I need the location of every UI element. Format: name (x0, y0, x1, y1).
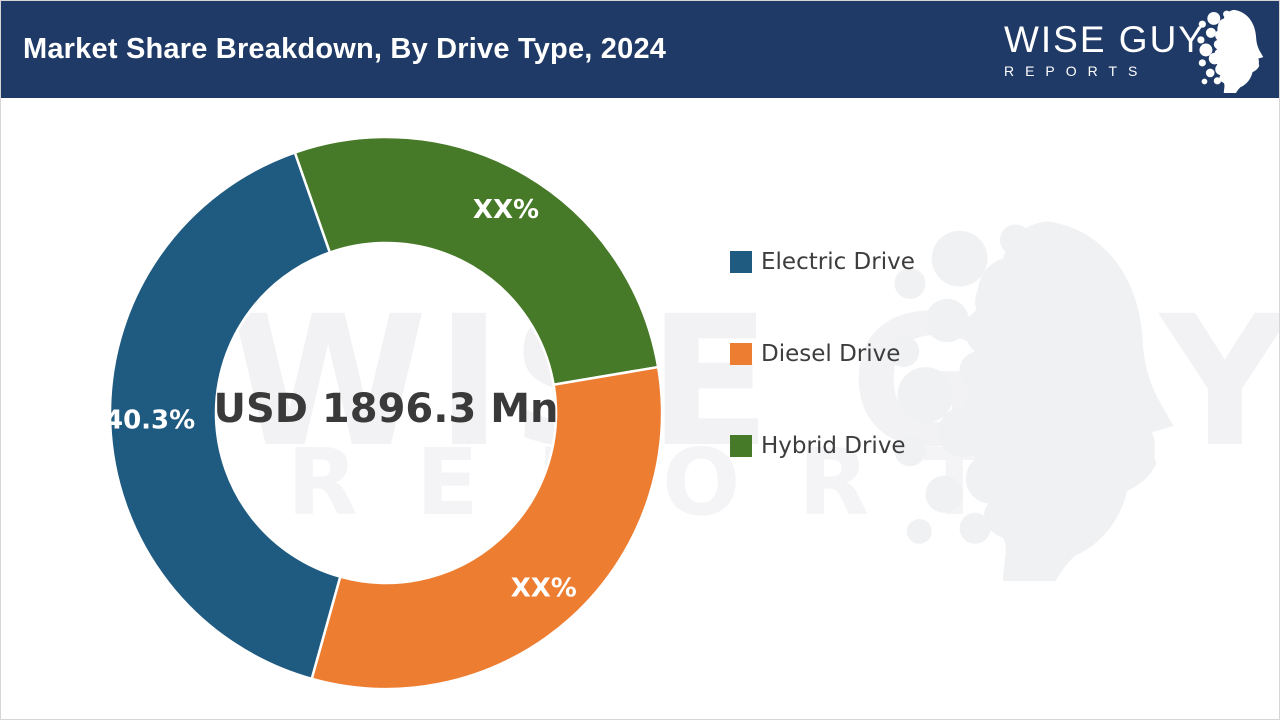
watermark-face-profile-icon (879, 209, 1189, 581)
logo-face-profile-icon (1195, 7, 1267, 93)
wise-guy-reports-logo: WISE GUY REPORTS (1004, 1, 1267, 98)
donut-slice-electric-drive[interactable] (108, 151, 342, 681)
legend-swatch-electric-icon (730, 251, 752, 273)
legend-label: Diesel Drive (761, 341, 901, 367)
logo-text: WISE GUY REPORTS (1004, 21, 1205, 78)
slice-percentage-label: XX% (473, 195, 539, 225)
donut-chart: XX% XX% 40.3% (105, 135, 664, 691)
slice-percentage-label: XX% (511, 573, 577, 603)
legend-label: Electric Drive (761, 249, 915, 275)
logo-wordmark: WISE GUY (1003, 19, 1205, 60)
logo-subtitle: REPORTS (1003, 63, 1149, 79)
page-title: Market Share Breakdown, By Drive Type, 2… (23, 33, 667, 65)
legend-swatch-diesel-icon (730, 343, 752, 365)
legend-item-diesel-drive[interactable]: Diesel Drive (730, 341, 915, 367)
header-bar: Market Share Breakdown, By Drive Type, 2… (1, 1, 1279, 98)
chart-center-value: USD 1896.3 Mn (213, 386, 559, 432)
legend-label: Hybrid Drive (761, 433, 906, 459)
legend-swatch-hybrid-icon (730, 435, 752, 457)
donut-chart-area: XX% XX% 40.3% (105, 135, 664, 691)
legend-item-electric-drive[interactable]: Electric Drive (730, 249, 915, 275)
donut-slice-diesel-drive[interactable] (310, 365, 664, 691)
legend-item-hybrid-drive[interactable]: Hybrid Drive (730, 433, 915, 459)
slice-percentage-label: 40.3% (108, 406, 195, 436)
donut-slice-hybrid-drive[interactable] (293, 135, 660, 386)
chart-legend: Electric Drive Diesel Drive Hybrid Drive (730, 249, 915, 459)
